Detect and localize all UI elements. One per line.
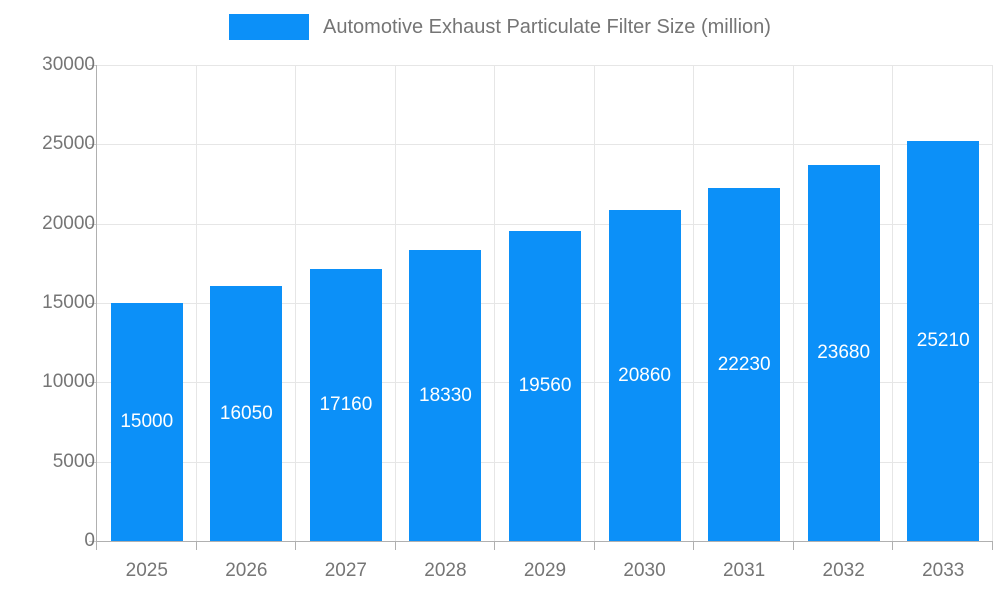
plot-area: 15000 16050 17160 18330 19560 20860 22230 23680… [97, 65, 993, 541]
x-axis-tick [792, 541, 794, 550]
gridline-vertical [494, 65, 496, 541]
gridline-vertical [593, 65, 595, 541]
gridline-vertical [394, 65, 396, 541]
bar-2031[interactable]: 22230 [708, 188, 781, 541]
bar-2030[interactable]: 20860 [608, 210, 681, 541]
y-axis-tick [89, 303, 96, 304]
x-axis-tick [394, 541, 396, 550]
y-axis-tick-label: 30000 [42, 54, 95, 75]
bar-value-label: 22230 [717, 353, 771, 375]
x-axis-tick [96, 541, 97, 550]
bar-value-label: 19560 [518, 374, 572, 396]
y-axis-tick [89, 382, 96, 384]
gridline-vertical [693, 65, 695, 541]
y-axis-tick [89, 541, 96, 542]
y-axis-tick-label: 20000 [42, 212, 95, 234]
x-axis-tick-label: 2033 [922, 560, 965, 581]
bar-2033[interactable]: 25210 [907, 141, 980, 541]
y-axis-tick-label: 10000 [42, 371, 95, 393]
gridline-vertical [195, 65, 197, 541]
bar-2026[interactable]: 16050 [210, 286, 283, 541]
x-axis-tick-label: 2028 [424, 560, 467, 581]
chart-legend[interactable]: Automotive Exhaust Particulate Filter Si… [0, 14, 1000, 40]
x-axis-tick-label: 2031 [722, 560, 766, 581]
y-axis-tick [89, 223, 96, 225]
bar-value-label: 23680 [817, 342, 871, 364]
y-axis-line [96, 65, 97, 542]
x-axis-tick [494, 541, 496, 550]
x-axis-tick [295, 541, 297, 550]
x-axis-tick [693, 541, 695, 550]
x-axis-tick-label: 2029 [523, 560, 567, 581]
y-axis-tick-label: 5000 [52, 450, 95, 472]
bar-2032[interactable]: 23680 [807, 165, 880, 541]
x-axis-tick-label: 2032 [822, 560, 865, 581]
gridline-horizontal [97, 144, 993, 146]
bar-2025[interactable]: 15000 [110, 303, 183, 541]
bar-2027[interactable]: 17160 [309, 268, 382, 541]
bar-value-label: 17160 [319, 393, 373, 415]
x-axis-tick [892, 541, 894, 550]
x-axis-tick-label: 2027 [324, 560, 368, 581]
x-axis-tick [195, 541, 197, 550]
y-axis-tick [89, 144, 96, 146]
gridline-vertical [295, 65, 297, 541]
x-axis-line [96, 541, 993, 542]
x-axis-tick-label: 2030 [623, 560, 666, 581]
x-axis-tick [992, 541, 993, 550]
y-axis-tick [89, 65, 96, 66]
bar-value-label: 15000 [120, 411, 174, 432]
y-axis-tick-label: 25000 [42, 133, 95, 155]
gridline-vertical [892, 65, 894, 541]
legend-label: Automotive Exhaust Particulate Filter Si… [323, 15, 771, 38]
y-axis-tick-label: 0 [84, 530, 95, 551]
bar-value-label: 25210 [916, 330, 970, 351]
bar-value-label: 20860 [618, 364, 671, 386]
gridline-horizontal [97, 223, 993, 225]
x-axis-tick-label: 2026 [225, 560, 268, 581]
bar-value-label: 16050 [219, 402, 273, 424]
bar-2028[interactable]: 18330 [409, 250, 482, 541]
gridline-horizontal [97, 65, 993, 66]
x-axis-tick [593, 541, 595, 550]
bar-value-label: 18330 [419, 384, 472, 406]
x-axis-tick-label: 2025 [125, 560, 168, 581]
legend-swatch-icon [229, 14, 310, 40]
gridline-vertical [792, 65, 794, 541]
y-axis-tick-label: 15000 [42, 292, 95, 313]
gridline-vertical [992, 65, 993, 541]
bar-2029[interactable]: 19560 [509, 230, 581, 541]
y-axis-tick [89, 461, 96, 463]
